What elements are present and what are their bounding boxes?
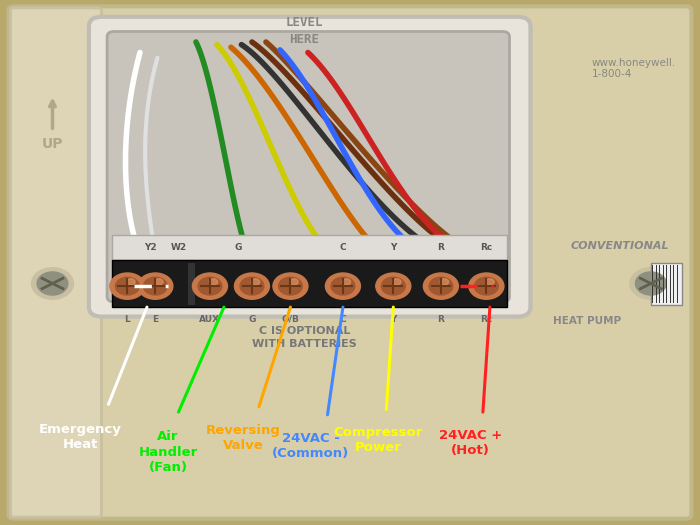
Circle shape <box>376 273 411 299</box>
Circle shape <box>486 279 494 285</box>
Circle shape <box>279 277 302 295</box>
Text: Rc: Rc <box>480 243 493 252</box>
Text: www.honeywell.
1-800-4: www.honeywell. 1-800-4 <box>592 58 676 79</box>
Circle shape <box>209 279 218 285</box>
Circle shape <box>393 279 401 285</box>
Text: Y: Y <box>390 243 396 252</box>
Text: Reversing
Valve: Reversing Valve <box>206 424 281 452</box>
Circle shape <box>424 273 458 299</box>
FancyBboxPatch shape <box>107 32 510 302</box>
Circle shape <box>342 279 351 285</box>
Text: L: L <box>125 315 130 324</box>
Text: 24VAC +
(Hot): 24VAC + (Hot) <box>439 429 502 457</box>
Text: G: G <box>234 243 241 252</box>
FancyBboxPatch shape <box>10 8 102 517</box>
Text: C: C <box>340 243 346 252</box>
Text: C: C <box>340 315 346 324</box>
Text: O/B: O/B <box>281 315 300 324</box>
Circle shape <box>198 277 222 295</box>
Circle shape <box>630 268 672 299</box>
Text: CONVENTIONAL: CONVENTIONAL <box>570 240 669 251</box>
Text: Emergency
Heat: Emergency Heat <box>39 423 122 450</box>
FancyBboxPatch shape <box>8 6 692 519</box>
Circle shape <box>138 273 173 299</box>
Text: R: R <box>438 315 444 324</box>
Circle shape <box>382 277 405 295</box>
Circle shape <box>469 273 504 299</box>
Text: Y: Y <box>390 315 396 324</box>
Text: WITH BATTERIES: WITH BATTERIES <box>252 339 357 349</box>
Text: R: R <box>438 243 444 252</box>
Circle shape <box>110 273 145 299</box>
Text: UP: UP <box>42 136 63 151</box>
Circle shape <box>144 277 167 295</box>
Text: C IS OPTIONAL: C IS OPTIONAL <box>259 326 350 335</box>
Text: Rc: Rc <box>480 315 493 324</box>
Text: HEAT PUMP: HEAT PUMP <box>553 316 621 326</box>
Bar <box>112 235 507 260</box>
Circle shape <box>234 273 270 299</box>
Text: AUX: AUX <box>199 315 220 324</box>
Text: Compressor
Power: Compressor Power <box>333 426 423 454</box>
Text: G: G <box>248 315 256 324</box>
Circle shape <box>273 273 308 299</box>
Circle shape <box>290 279 298 285</box>
Circle shape <box>127 279 135 285</box>
Circle shape <box>251 279 260 285</box>
Circle shape <box>155 279 163 285</box>
Text: E: E <box>153 315 158 324</box>
Text: 24VAC -
(Common): 24VAC - (Common) <box>272 432 349 459</box>
Text: Y2: Y2 <box>144 243 157 252</box>
Circle shape <box>37 272 68 295</box>
Bar <box>651 262 682 304</box>
Text: W2: W2 <box>170 243 186 252</box>
Circle shape <box>326 273 360 299</box>
FancyBboxPatch shape <box>89 17 531 317</box>
Circle shape <box>475 277 498 295</box>
Circle shape <box>116 277 139 295</box>
Circle shape <box>331 277 355 295</box>
Text: Air
Handler
(Fan): Air Handler (Fan) <box>139 430 197 474</box>
Circle shape <box>636 272 666 295</box>
Circle shape <box>240 277 264 295</box>
Circle shape <box>32 268 74 299</box>
Bar <box>112 260 507 307</box>
Circle shape <box>429 277 453 295</box>
Text: LEVEL
HERE: LEVEL HERE <box>286 16 323 46</box>
Circle shape <box>193 273 228 299</box>
Circle shape <box>440 279 449 285</box>
Bar <box>188 262 195 304</box>
